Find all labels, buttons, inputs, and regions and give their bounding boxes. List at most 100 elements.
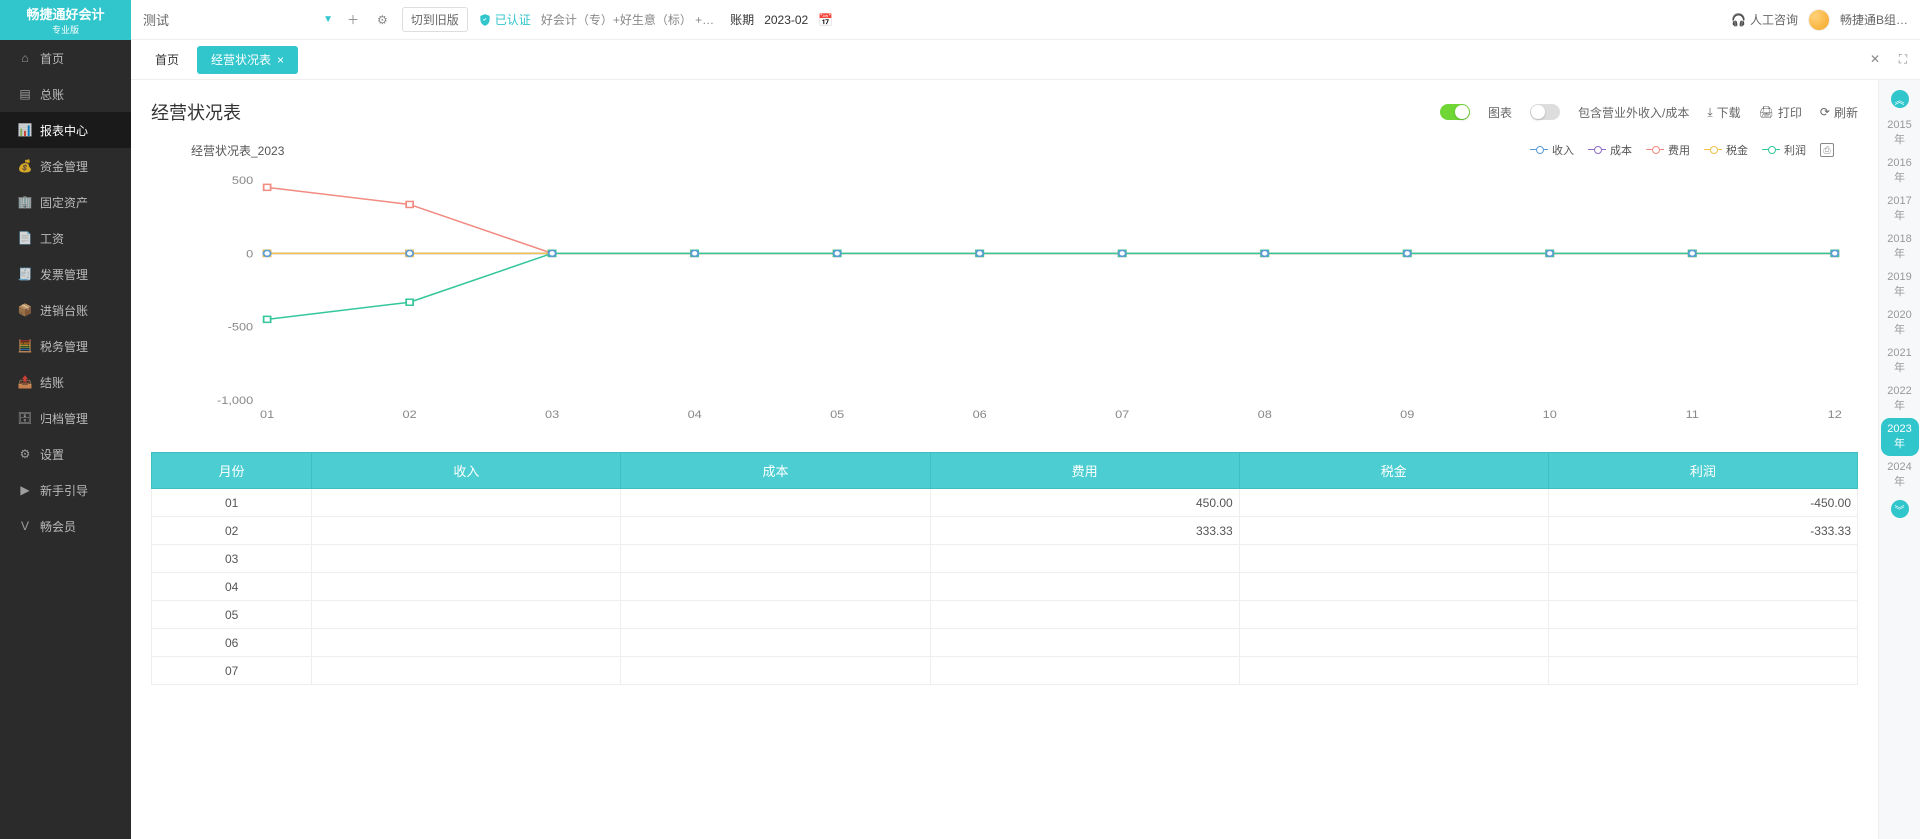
tab-active[interactable]: 经营状况表 × bbox=[197, 46, 298, 74]
invoice-icon: 🧾 bbox=[18, 267, 32, 281]
cell-tax bbox=[1239, 657, 1548, 685]
cell-income bbox=[312, 545, 621, 573]
calendar-icon[interactable]: 📅 bbox=[818, 13, 833, 27]
legend-label: 费用 bbox=[1668, 142, 1690, 158]
svg-text:11: 11 bbox=[1686, 408, 1700, 421]
sidebar-item-asset[interactable]: 🏢固定资产 bbox=[0, 184, 131, 220]
switch-old-button[interactable]: 切到旧版 bbox=[402, 7, 468, 32]
cell-month: 03 bbox=[152, 545, 312, 573]
chart-save-icon[interactable]: ⎙ bbox=[1820, 143, 1834, 157]
sidebar-item-guide[interactable]: ▶新手引导 bbox=[0, 472, 131, 508]
topbar: 测试 ▼ ＋ ⚙ 切到旧版 已认证 好会计（专）+好生意（标） +… 账期 20… bbox=[131, 0, 1920, 40]
page-header: 经营状况表 图表 包含营业外收入/成本 ⤓下载 🖨打印 ⟳刷新 bbox=[151, 96, 1858, 128]
asset-icon: 🏢 bbox=[18, 195, 32, 209]
vip-icon: V bbox=[18, 519, 32, 533]
refresh-button[interactable]: ⟳刷新 bbox=[1820, 104, 1858, 121]
legend-item[interactable]: 税金 bbox=[1704, 142, 1748, 158]
avatar[interactable] bbox=[1808, 9, 1830, 31]
sidebar-item-report[interactable]: 📊报表中心 bbox=[0, 112, 131, 148]
sidebar-item-label: 新手引导 bbox=[40, 482, 88, 499]
year-item[interactable]: 2021年 bbox=[1881, 342, 1919, 380]
chart-card: 经营状况表_2023 收入成本费用税金利润⎙ 5000-500-1,000010… bbox=[151, 136, 1858, 440]
year-item[interactable]: 2022年 bbox=[1881, 380, 1919, 418]
print-button[interactable]: 🖨打印 bbox=[1759, 104, 1802, 121]
sidebar-item-vip[interactable]: V畅会员 bbox=[0, 508, 131, 544]
include-label: 包含营业外收入/成本 bbox=[1578, 104, 1689, 121]
brand-logo: 畅捷通好会计 专业版 bbox=[0, 0, 131, 40]
chart-title: 经营状况表_2023 bbox=[191, 142, 284, 159]
legend-item[interactable]: 成本 bbox=[1588, 142, 1632, 158]
legend-label: 收入 bbox=[1552, 142, 1574, 158]
cell-income bbox=[312, 517, 621, 545]
year-item[interactable]: 2024年 bbox=[1881, 456, 1919, 494]
year-item[interactable]: 2017年 bbox=[1881, 190, 1919, 228]
sidebar-item-setting[interactable]: ⚙设置 bbox=[0, 436, 131, 472]
cell-profit: -450.00 bbox=[1548, 489, 1857, 517]
svg-text:05: 05 bbox=[830, 408, 845, 421]
legend-marker bbox=[1704, 146, 1722, 154]
legend-item[interactable]: 利润 bbox=[1762, 142, 1806, 158]
table-row: 07 bbox=[152, 657, 1858, 685]
sidebar-item-label: 工资 bbox=[40, 230, 64, 247]
legend-marker bbox=[1588, 146, 1606, 154]
cell-expense bbox=[930, 657, 1239, 685]
certified-text: 已认证 bbox=[495, 11, 531, 28]
sidebar-item-home[interactable]: ⌂首页 bbox=[0, 40, 131, 76]
close-all-icon[interactable]: ✕ bbox=[1866, 52, 1884, 67]
sidebar-item-invoice[interactable]: 🧾发票管理 bbox=[0, 256, 131, 292]
tab-home[interactable]: 首页 bbox=[141, 46, 193, 74]
year-item[interactable]: 2023年 bbox=[1881, 418, 1919, 456]
cell-cost bbox=[621, 657, 930, 685]
include-toggle[interactable] bbox=[1530, 104, 1560, 120]
year-item[interactable]: 2020年 bbox=[1881, 304, 1919, 342]
legend-label: 税金 bbox=[1726, 142, 1748, 158]
cell-cost bbox=[621, 517, 930, 545]
download-button[interactable]: ⤓下载 bbox=[1707, 104, 1740, 121]
org-selector[interactable]: 测试 ▼ bbox=[143, 10, 333, 29]
brand-edition: 专业版 bbox=[52, 23, 79, 36]
add-icon[interactable]: ＋ bbox=[343, 7, 363, 32]
sidebar-item-archive[interactable]: 🗄归档管理 bbox=[0, 400, 131, 436]
data-table-wrap: 月份收入成本费用税金利润 01450.00-450.0002333.33-333… bbox=[151, 452, 1858, 685]
period-value: 2023-02 bbox=[764, 13, 808, 27]
sidebar-item-ledger[interactable]: ▤总账 bbox=[0, 76, 131, 112]
support-link[interactable]: 🎧 人工咨询 bbox=[1731, 11, 1798, 28]
year-down-icon[interactable]: ︾ bbox=[1891, 500, 1909, 518]
sidebar-item-fund[interactable]: 💰资金管理 bbox=[0, 148, 131, 184]
sidebar-item-stock[interactable]: 📦进销台账 bbox=[0, 292, 131, 328]
legend-item[interactable]: 费用 bbox=[1646, 142, 1690, 158]
legend-marker bbox=[1530, 146, 1548, 154]
cell-month: 07 bbox=[152, 657, 312, 685]
chart-toggle[interactable] bbox=[1440, 104, 1470, 120]
sidebar-item-salary[interactable]: 📄工资 bbox=[0, 220, 131, 256]
svg-text:08: 08 bbox=[1258, 408, 1273, 421]
sidebar-item-close[interactable]: 📤 结账 bbox=[0, 364, 131, 400]
legend-item[interactable]: 收入 bbox=[1530, 142, 1574, 158]
svg-text:12: 12 bbox=[1828, 408, 1843, 421]
sidebar-item-label: 归档管理 bbox=[40, 410, 88, 427]
year-up-icon[interactable]: ︽ bbox=[1891, 90, 1909, 108]
sidebar-item-label: 结账 bbox=[40, 374, 64, 391]
svg-text:09: 09 bbox=[1400, 408, 1415, 421]
sidebar-item-label: 税务管理 bbox=[40, 338, 88, 355]
ledger-icon: ▤ bbox=[18, 87, 32, 101]
home-icon: ⌂ bbox=[18, 51, 32, 65]
sidebar-item-tax[interactable]: 🧮税务管理 bbox=[0, 328, 131, 364]
year-item[interactable]: 2019年 bbox=[1881, 266, 1919, 304]
tab-close-icon[interactable]: × bbox=[277, 53, 284, 67]
cell-profit bbox=[1548, 629, 1857, 657]
close-icon: 📤 bbox=[18, 375, 32, 389]
year-item[interactable]: 2018年 bbox=[1881, 228, 1919, 266]
year-rail: ︽ 2015年2016年2017年2018年2019年2020年2021年202… bbox=[1878, 80, 1920, 839]
fullscreen-icon[interactable]: ⛶ bbox=[1894, 52, 1912, 67]
refresh-icon: ⟳ bbox=[1820, 105, 1830, 119]
cell-cost bbox=[621, 629, 930, 657]
cell-expense bbox=[930, 629, 1239, 657]
line-chart: 5000-500-1,000010203040506070809101112 bbox=[151, 140, 1858, 440]
cell-cost bbox=[621, 573, 930, 601]
year-item[interactable]: 2015年 bbox=[1881, 114, 1919, 152]
cell-month: 06 bbox=[152, 629, 312, 657]
sidebar: 畅捷通好会计 专业版 ⌂首页▤总账📊报表中心💰资金管理🏢固定资产📄工资🧾发票管理… bbox=[0, 0, 131, 839]
gear-icon[interactable]: ⚙ bbox=[373, 9, 392, 31]
year-item[interactable]: 2016年 bbox=[1881, 152, 1919, 190]
